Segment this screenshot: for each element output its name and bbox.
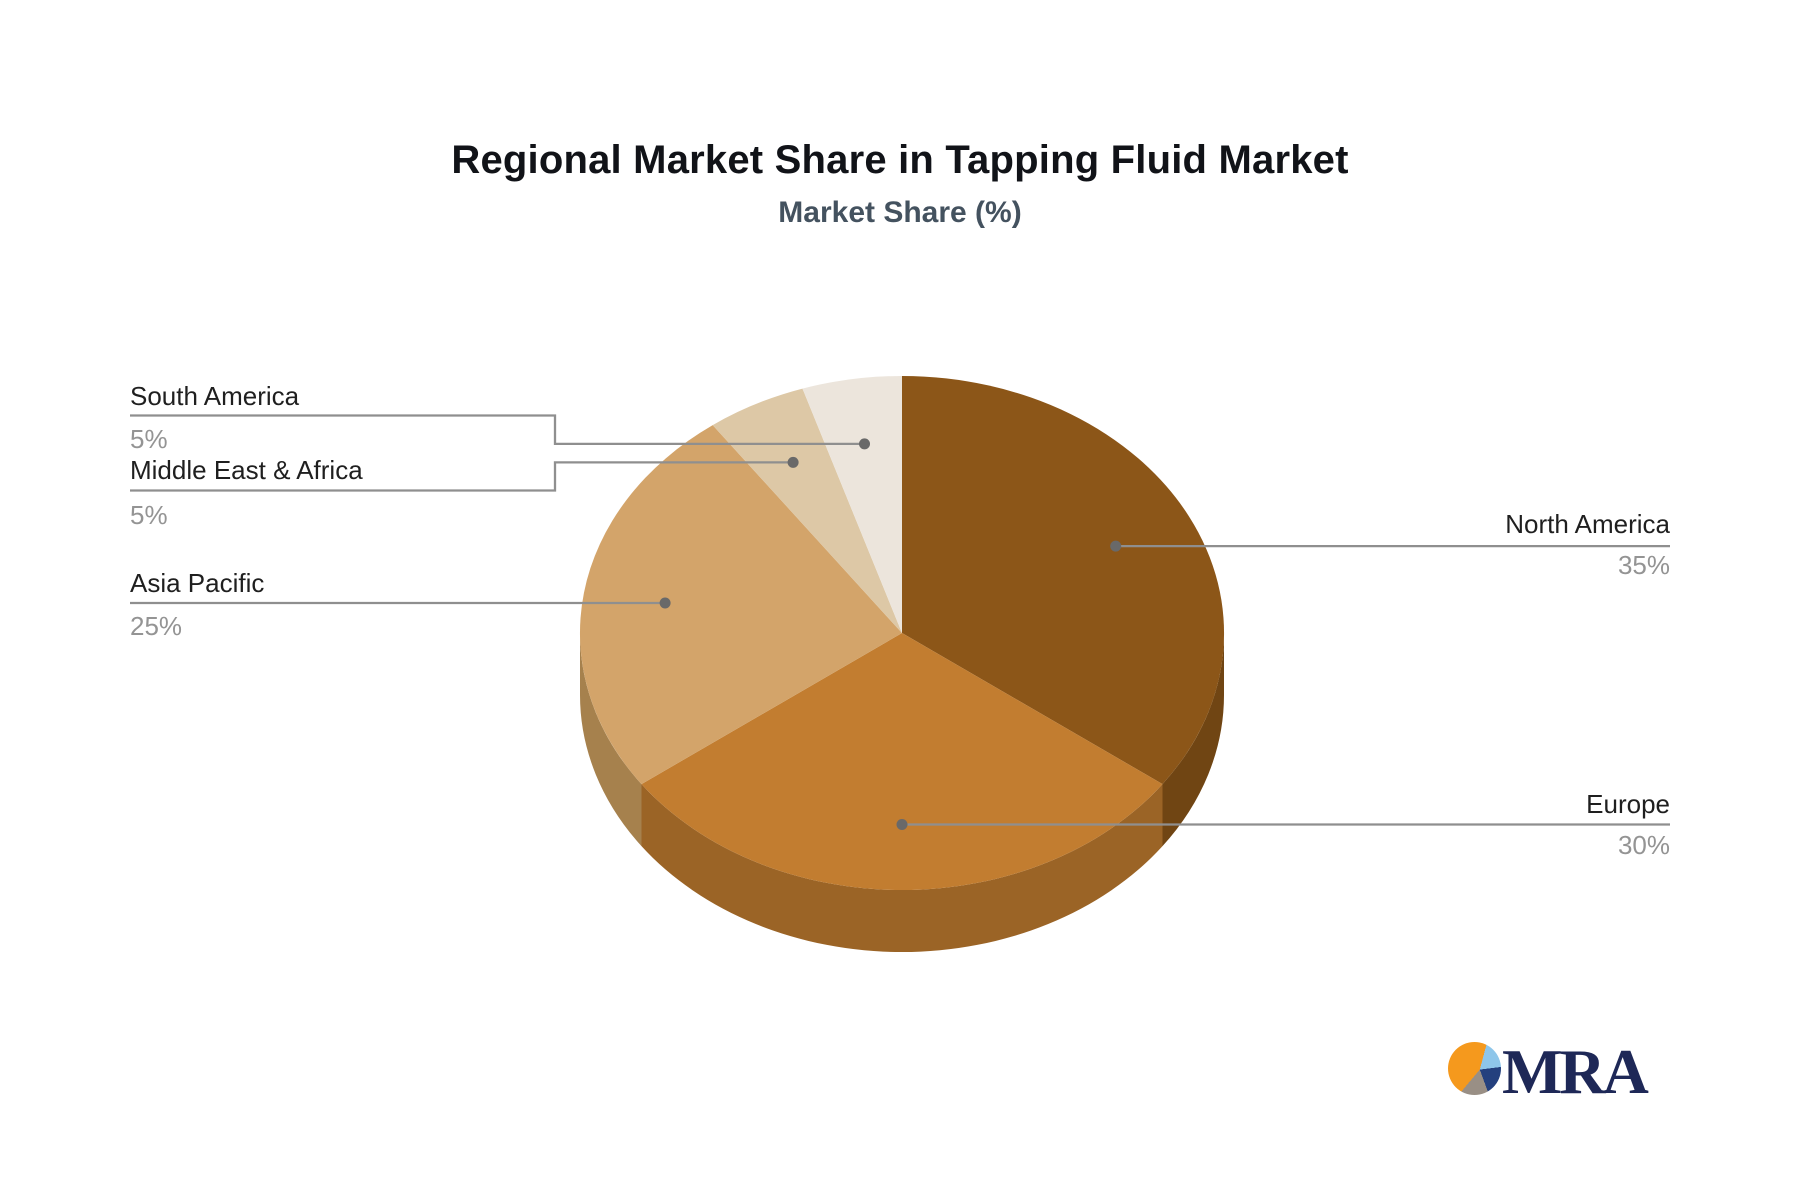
slice-label-north-america: North America 35% [1505,510,1670,579]
slice-label-value: 5% [130,424,168,454]
slice-north-america[interactable] [902,376,1225,785]
connector-dot-asia-pacific [659,597,671,609]
slice-label-name: Middle East & Africa [130,455,363,485]
logo-pie-icon [1448,1042,1501,1095]
slice-label-south-america: South America 5% [130,382,299,453]
connector-middle-east-africa [130,461,794,492]
connector-south-america [130,414,865,446]
slice-europe[interactable] [641,633,1163,891]
connector-dot-south-america [859,438,870,450]
connector-dot-europe [896,819,908,830]
connector-dot-middle-east-africa [787,456,799,468]
logo-text: MRA [1502,1036,1649,1107]
chart-title: Regional Market Share in Tapping Fluid M… [451,138,1349,182]
connector-dot-north-america [1110,540,1122,552]
slice-side-europe [641,784,1163,953]
slice-label-asia-pacific: Asia Pacific 25% [130,569,264,640]
slice-side-north-america [1162,633,1225,847]
slice-middle-east-africa[interactable] [712,388,902,633]
slice-side-asia-pacific [580,633,642,847]
slice-label-name: Asia Pacific [130,568,265,598]
mra-logo: MRA [1448,1036,1649,1107]
slice-label-value: 35% [1617,550,1670,580]
slice-asia-pacific[interactable] [579,425,902,785]
chart-subtitle: Market Share (%) [778,196,1022,229]
slice-label-name: South America [130,381,300,411]
slice-label-value: 25% [130,611,183,641]
slice-label-middle-east-africa: Middle East & Africa 5% [130,456,363,529]
slice-label-value: 5% [130,500,168,530]
slice-label-name: Europe [1586,789,1670,819]
slice-label-name: North America [1505,509,1670,539]
slice-south-america[interactable] [802,376,903,633]
slice-label-value: 30% [1617,830,1670,860]
slice-label-europe: Europe 30% [1586,790,1670,859]
